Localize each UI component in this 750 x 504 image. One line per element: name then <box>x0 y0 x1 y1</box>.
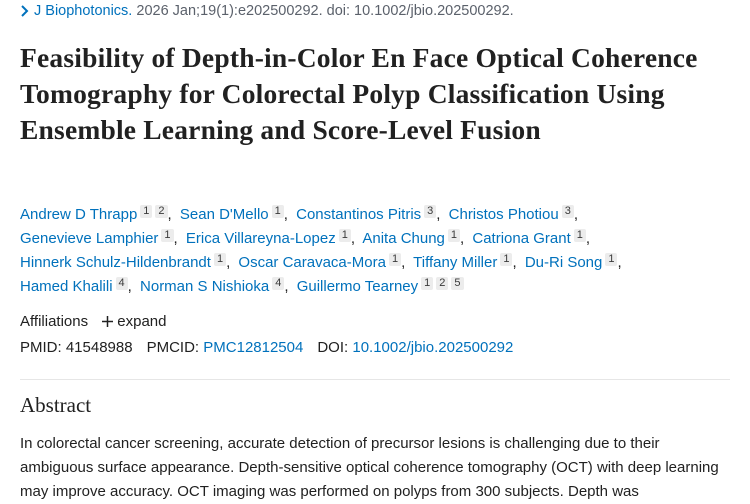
affiliation-number[interactable]: 1 <box>605 253 618 266</box>
journal-link[interactable]: J Biophotonics. <box>34 3 133 19</box>
author-link[interactable]: Hinnerk Schulz-Hildenbrandt <box>20 254 211 271</box>
abstract-heading: Abstract <box>20 393 92 417</box>
author-link[interactable]: Genevieve Lamphier <box>20 230 159 247</box>
article-title: Feasibility of Depth-in-Color En Face Op… <box>20 42 698 145</box>
author-link[interactable]: Anita Chung <box>362 230 445 247</box>
affiliations-row: Affiliations expand <box>20 313 166 330</box>
identifier: DOI: 10.1002/jbio.202500292 <box>317 339 513 356</box>
author: Christos Photiou 3 <box>448 205 582 223</box>
author-link[interactable]: Sean D'Mello <box>179 206 269 223</box>
author: Du-Ri Song 1 <box>524 253 626 271</box>
author: Andrew D Thrapp 1 2 <box>20 205 176 223</box>
affiliation-number[interactable]: 1 <box>388 253 402 266</box>
identifier-label: PMID: <box>20 339 62 356</box>
affiliation-number[interactable]: 1 <box>447 229 461 242</box>
affiliation-number[interactable]: 5 <box>451 277 464 290</box>
affiliation-number[interactable]: 1 <box>271 205 284 218</box>
identifier: PMID: 41548988 <box>20 339 133 356</box>
expand-button[interactable]: expand <box>102 313 166 330</box>
affiliation-number[interactable]: 1 <box>573 229 586 242</box>
identifier-link[interactable]: 10.1002/jbio.202500292 <box>352 339 514 356</box>
author: Anita Chung 1 <box>362 229 468 247</box>
identifier-label: DOI: <box>317 339 349 356</box>
citation: J Biophotonics. 2026 Jan;19(1):e20250029… <box>20 3 514 19</box>
identifier-link[interactable]: PMC12812504 <box>203 339 304 356</box>
author: Hamed Khalili 4 <box>20 277 136 295</box>
author-link[interactable]: Constantinos Pitris <box>296 206 422 223</box>
affiliation-number[interactable]: 2 <box>155 205 168 218</box>
affiliation-number[interactable]: 2 <box>436 277 449 290</box>
identifier-value: 41548988 <box>65 339 133 356</box>
author: Hinnerk Schulz-Hildenbrandt 1 <box>20 253 234 271</box>
affiliation-number[interactable]: 3 <box>561 205 574 218</box>
author-link[interactable]: Hamed Khalili <box>20 278 113 295</box>
author: Erica Villareyna-Lopez 1 <box>185 229 359 247</box>
author: Constantinos Pitris 3 <box>296 205 444 223</box>
author-link[interactable]: Tiffany Miller <box>413 254 498 271</box>
affiliation-number[interactable]: 1 <box>500 253 513 266</box>
plus-icon <box>102 316 114 327</box>
author: Sean D'Mello 1 <box>179 205 292 223</box>
affiliation-number[interactable]: 1 <box>161 229 174 242</box>
author-link[interactable]: Andrew D Thrapp <box>20 206 138 223</box>
identifier-label: PMCID: <box>146 339 200 356</box>
author-link[interactable]: Oscar Caravaca-Mora <box>238 254 386 271</box>
affiliation-number[interactable]: 1 <box>338 229 351 242</box>
author: Catriona Grant 1 <box>472 229 594 247</box>
expand-label: expand <box>117 313 167 330</box>
affiliation-number[interactable]: 1 <box>213 253 227 266</box>
affiliation-number[interactable]: 4 <box>115 277 128 290</box>
affiliations-label: Affiliations <box>20 313 89 330</box>
chevron-icon <box>21 5 29 17</box>
citation-details: 2026 Jan;19(1):e202500292. doi: 10.1002/… <box>136 3 514 19</box>
abstract-text: In colorectal cancer screening, accurate… <box>20 435 719 500</box>
author: Guillermo Tearney 1 2 5 <box>296 277 464 295</box>
affiliation-number[interactable]: 1 <box>421 277 434 290</box>
author-link[interactable]: Christos Photiou <box>448 206 559 223</box>
identifier: PMCID: PMC12812504 <box>147 339 304 356</box>
author: Norman S Nishioka 4 <box>140 277 293 295</box>
author-link[interactable]: Erica Villareyna-Lopez <box>185 230 336 247</box>
divider <box>20 379 730 380</box>
author-link[interactable]: Norman S Nishioka <box>140 278 270 295</box>
affiliation-number[interactable]: 3 <box>424 205 437 218</box>
affiliation-number[interactable]: 4 <box>272 277 285 290</box>
author-link[interactable]: Guillermo Tearney <box>296 278 419 295</box>
author: Tiffany Miller 1 <box>413 253 521 271</box>
author-link[interactable]: Catriona Grant <box>472 230 571 247</box>
author: Genevieve Lamphier 1 <box>20 229 182 247</box>
author-link[interactable]: Du-Ri Song <box>524 254 603 271</box>
affiliation-number[interactable]: 1 <box>140 205 153 218</box>
author: Oscar Caravaca-Mora 1 <box>238 253 409 271</box>
identifiers: PMID: 41548988 PMCID: PMC12812504 DOI: 10.… <box>20 339 527 356</box>
